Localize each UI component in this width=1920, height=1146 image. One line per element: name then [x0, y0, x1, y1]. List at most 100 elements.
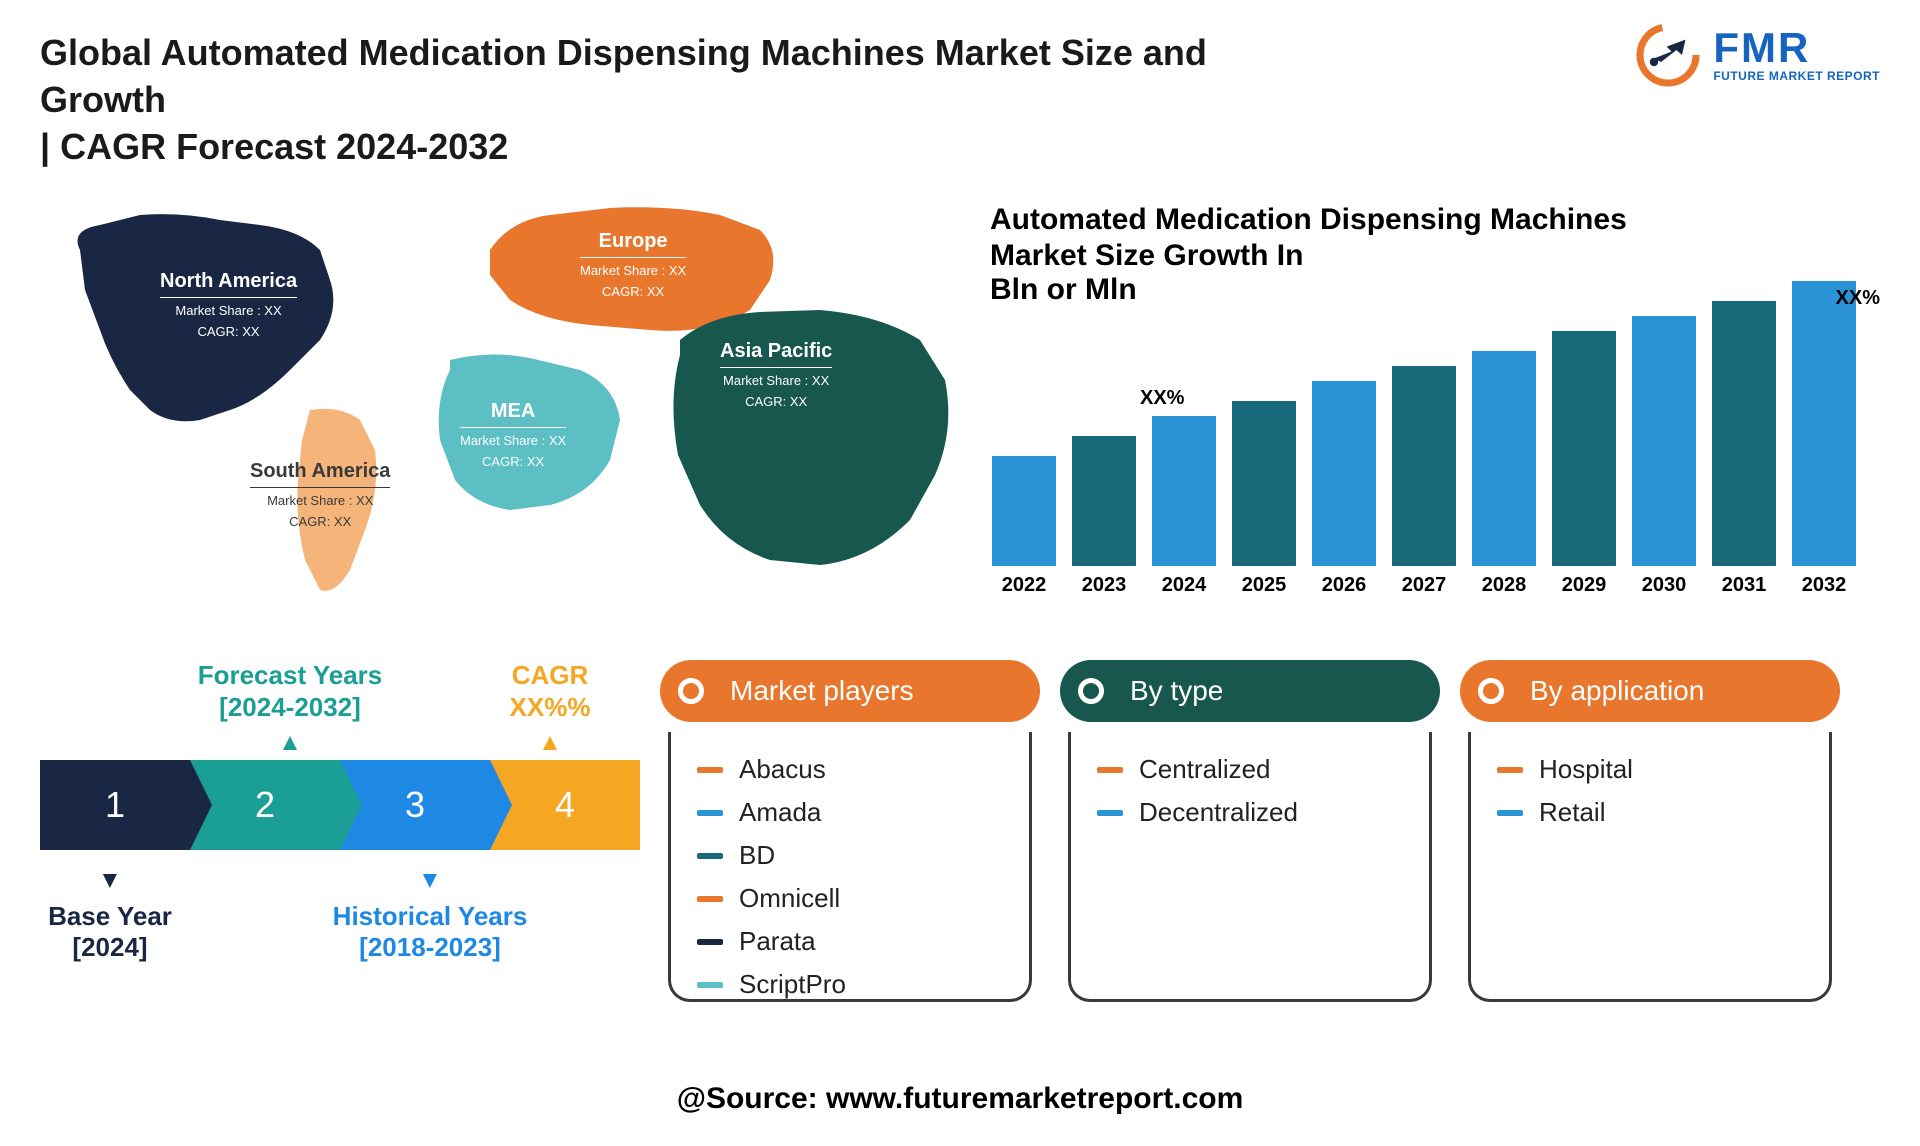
bar [1312, 381, 1376, 566]
cagr-value: XX%% [510, 692, 591, 723]
forecast-range: [2024-2032] [219, 692, 361, 723]
list-item-text: BD [739, 840, 775, 871]
triangle-up-icon: ▲ [538, 729, 562, 758]
bar [1152, 416, 1216, 566]
timeline-seg-2: 2 [190, 760, 340, 850]
base-year-label: ▲ Base Year [2024] [30, 860, 190, 963]
by-application-pill: By application [1460, 660, 1840, 722]
infographic-container: FMR FUTURE MARKET REPORT Global Automate… [0, 0, 1920, 1146]
list-item: Amada [697, 797, 1003, 828]
bar-year-label: 2030 [1642, 574, 1687, 597]
chart-title-2: Market Size Growth In [990, 239, 1880, 273]
bar-year-label: 2024 [1162, 574, 1207, 597]
logo-text: FMR FUTURE MARKET REPORT [1713, 27, 1880, 83]
forecast-text: Forecast Years [198, 660, 383, 691]
ap-name: Asia Pacific [720, 340, 832, 363]
bar-wrap: 2030 [1630, 316, 1698, 597]
dash-icon [1497, 810, 1523, 816]
ap-cagr: CAGR: XX [720, 393, 832, 411]
bar-wrap: 2026 [1310, 381, 1378, 597]
bar [992, 456, 1056, 566]
hist-text: Historical Years [333, 901, 528, 932]
bar-year-label: 2029 [1562, 574, 1607, 597]
list-item-text: Amada [739, 797, 821, 828]
sa-cagr: CAGR: XX [250, 513, 390, 531]
chart-title-1: Automated Medication Dispensing Machines [990, 200, 1880, 239]
eu-name: Europe [580, 230, 686, 253]
list-item-text: Abacus [739, 754, 826, 785]
list-item: Omnicell [697, 883, 1003, 914]
logo: FMR FUTURE MARKET REPORT [1633, 20, 1880, 90]
mea-cagr: CAGR: XX [460, 453, 566, 471]
dash-icon [697, 767, 723, 773]
bar-wrap: 2022 [990, 456, 1058, 597]
bar-wrap: 2025 [1230, 401, 1298, 597]
list-item: Hospital [1497, 754, 1803, 785]
asia-pacific-label: Asia Pacific Market Share : XX CAGR: XX [720, 340, 832, 410]
triangle-down-icon: ▲ [418, 866, 442, 895]
bar-year-label: 2022 [1002, 574, 1047, 597]
hist-range: [2018-2023] [359, 932, 501, 963]
forecast-label: Forecast Years [2024-2032] ▲ [190, 660, 390, 757]
world-map: North America Market Share : XX CAGR: XX… [40, 200, 960, 600]
list-item-text: Parata [739, 926, 816, 957]
bar-year-label: 2023 [1082, 574, 1127, 597]
logo-sub: FUTURE MARKET REPORT [1713, 69, 1880, 83]
eu-cagr: CAGR: XX [580, 283, 686, 301]
bar-wrap: 2028 [1470, 351, 1538, 597]
dash-icon [697, 853, 723, 859]
list-item: Retail [1497, 797, 1803, 828]
pct-label-end: XX% [1836, 287, 1880, 310]
bar-year-label: 2031 [1722, 574, 1767, 597]
bar [1472, 351, 1536, 566]
mea-name: MEA [460, 400, 566, 423]
page-title: Global Automated Medication Dispensing M… [40, 30, 1320, 170]
triangle-down-icon: ▲ [98, 866, 122, 895]
bar-wrap: 2024 [1150, 416, 1218, 597]
bar [1712, 301, 1776, 566]
mea-label: MEA Market Share : XX CAGR: XX [460, 400, 566, 470]
market-players-col: Market players AbacusAmadaBDOmnicellPara… [660, 660, 1040, 1002]
list-item: BD [697, 840, 1003, 871]
top-row: North America Market Share : XX CAGR: XX… [40, 200, 1880, 600]
bar-wrap: 2023 [1070, 436, 1138, 597]
base-range: [2024] [72, 932, 147, 963]
bar-year-label: 2032 [1802, 574, 1847, 597]
by-type-col: By type CentralizedDecentralized [1060, 660, 1440, 1002]
list-item: Centralized [1097, 754, 1403, 785]
source-text: @Source: www.futuremarketreport.com [677, 1082, 1244, 1116]
timeline-bar: 1 2 3 4 [40, 760, 640, 850]
pct-label-start: XX% [1140, 387, 1184, 410]
dash-icon [697, 896, 723, 902]
eu-share: Market Share : XX [580, 262, 686, 280]
triangle-up-icon: ▲ [278, 729, 302, 758]
sa-share: Market Share : XX [250, 492, 390, 510]
by-type-list: Centralized Decentralized [1068, 732, 1432, 1002]
cagr-text: CAGR [512, 660, 589, 691]
dash-icon [697, 939, 723, 945]
dash-icon [1497, 767, 1523, 773]
cagr-label: CAGR XX%% ▲ [490, 660, 610, 757]
bar-year-label: 2028 [1482, 574, 1527, 597]
bar-wrap: 2027 [1390, 366, 1458, 597]
dash-icon [1097, 810, 1123, 816]
list-item-text: ScriptPro [739, 969, 846, 1000]
ap-share: Market Share : XX [720, 372, 832, 390]
list-item: Decentralized [1097, 797, 1403, 828]
bar-chart-area: Automated Medication Dispensing Machines… [990, 200, 1880, 600]
bars-box: XX% XX% 20222023202420252026202720282029… [990, 317, 1880, 597]
bar-wrap: 2031 [1710, 301, 1778, 597]
bar [1552, 331, 1616, 566]
na-cagr: CAGR: XX [160, 323, 297, 341]
title-line-1: Global Automated Medication Dispensing M… [40, 32, 1207, 120]
bar [1072, 436, 1136, 566]
logo-fmr: FMR [1713, 27, 1880, 69]
na-share: Market Share : XX [160, 302, 297, 320]
list-item-text: Retail [1539, 797, 1605, 828]
logo-icon [1633, 20, 1703, 90]
by-application-col: By application Hospital Retail [1460, 660, 1840, 1002]
bar-year-label: 2027 [1402, 574, 1447, 597]
dash-icon [1097, 767, 1123, 773]
bar [1632, 316, 1696, 566]
bar [1792, 281, 1856, 566]
